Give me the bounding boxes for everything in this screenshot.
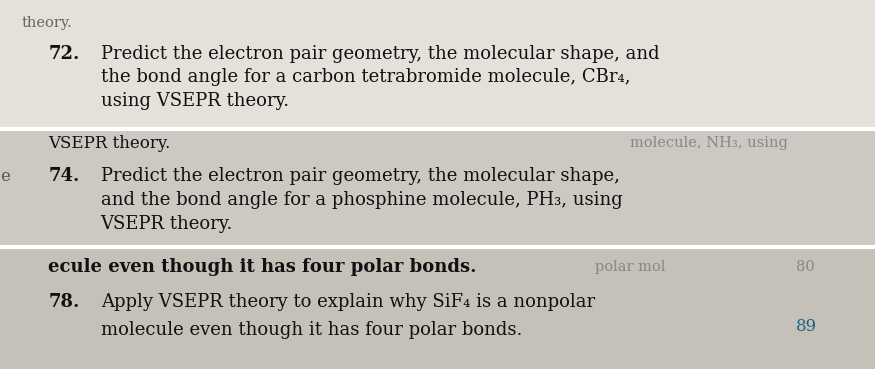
Text: 80: 80 [796,260,815,274]
Text: VSEPR theory.: VSEPR theory. [48,135,171,152]
Text: theory.: theory. [22,16,73,30]
Text: molecule, NH₃, using: molecule, NH₃, using [630,136,788,150]
Text: VSEPR theory.: VSEPR theory. [101,215,233,232]
Text: Predict the electron pair geometry, the molecular shape, and: Predict the electron pair geometry, the … [101,45,659,63]
Text: and the bond angle for a phosphine molecule, PH₃, using: and the bond angle for a phosphine molec… [101,191,622,209]
Text: 89: 89 [796,318,817,335]
Bar [0,247,875,369]
Text: polar mol: polar mol [595,260,665,274]
Text: molecule even though it has four polar bonds.: molecule even though it has four polar b… [101,321,522,339]
Bar [0,129,875,247]
Text: Predict the electron pair geometry, the molecular shape,: Predict the electron pair geometry, the … [101,168,620,185]
Text: the bond angle for a carbon tetrabromide molecule, CBr₄,: the bond angle for a carbon tetrabromide… [101,69,630,86]
Text: ecule even though it has four polar bonds.: ecule even though it has four polar bond… [48,258,477,276]
Text: using VSEPR theory.: using VSEPR theory. [101,92,289,110]
Text: e: e [0,168,10,185]
Text: Apply VSEPR theory to explain why SiF₄ is a nonpolar: Apply VSEPR theory to explain why SiF₄ i… [101,293,595,311]
Text: 72.: 72. [48,45,80,63]
Bar [0,0,875,129]
Text: 78.: 78. [48,293,80,311]
Text: 74.: 74. [48,168,80,185]
